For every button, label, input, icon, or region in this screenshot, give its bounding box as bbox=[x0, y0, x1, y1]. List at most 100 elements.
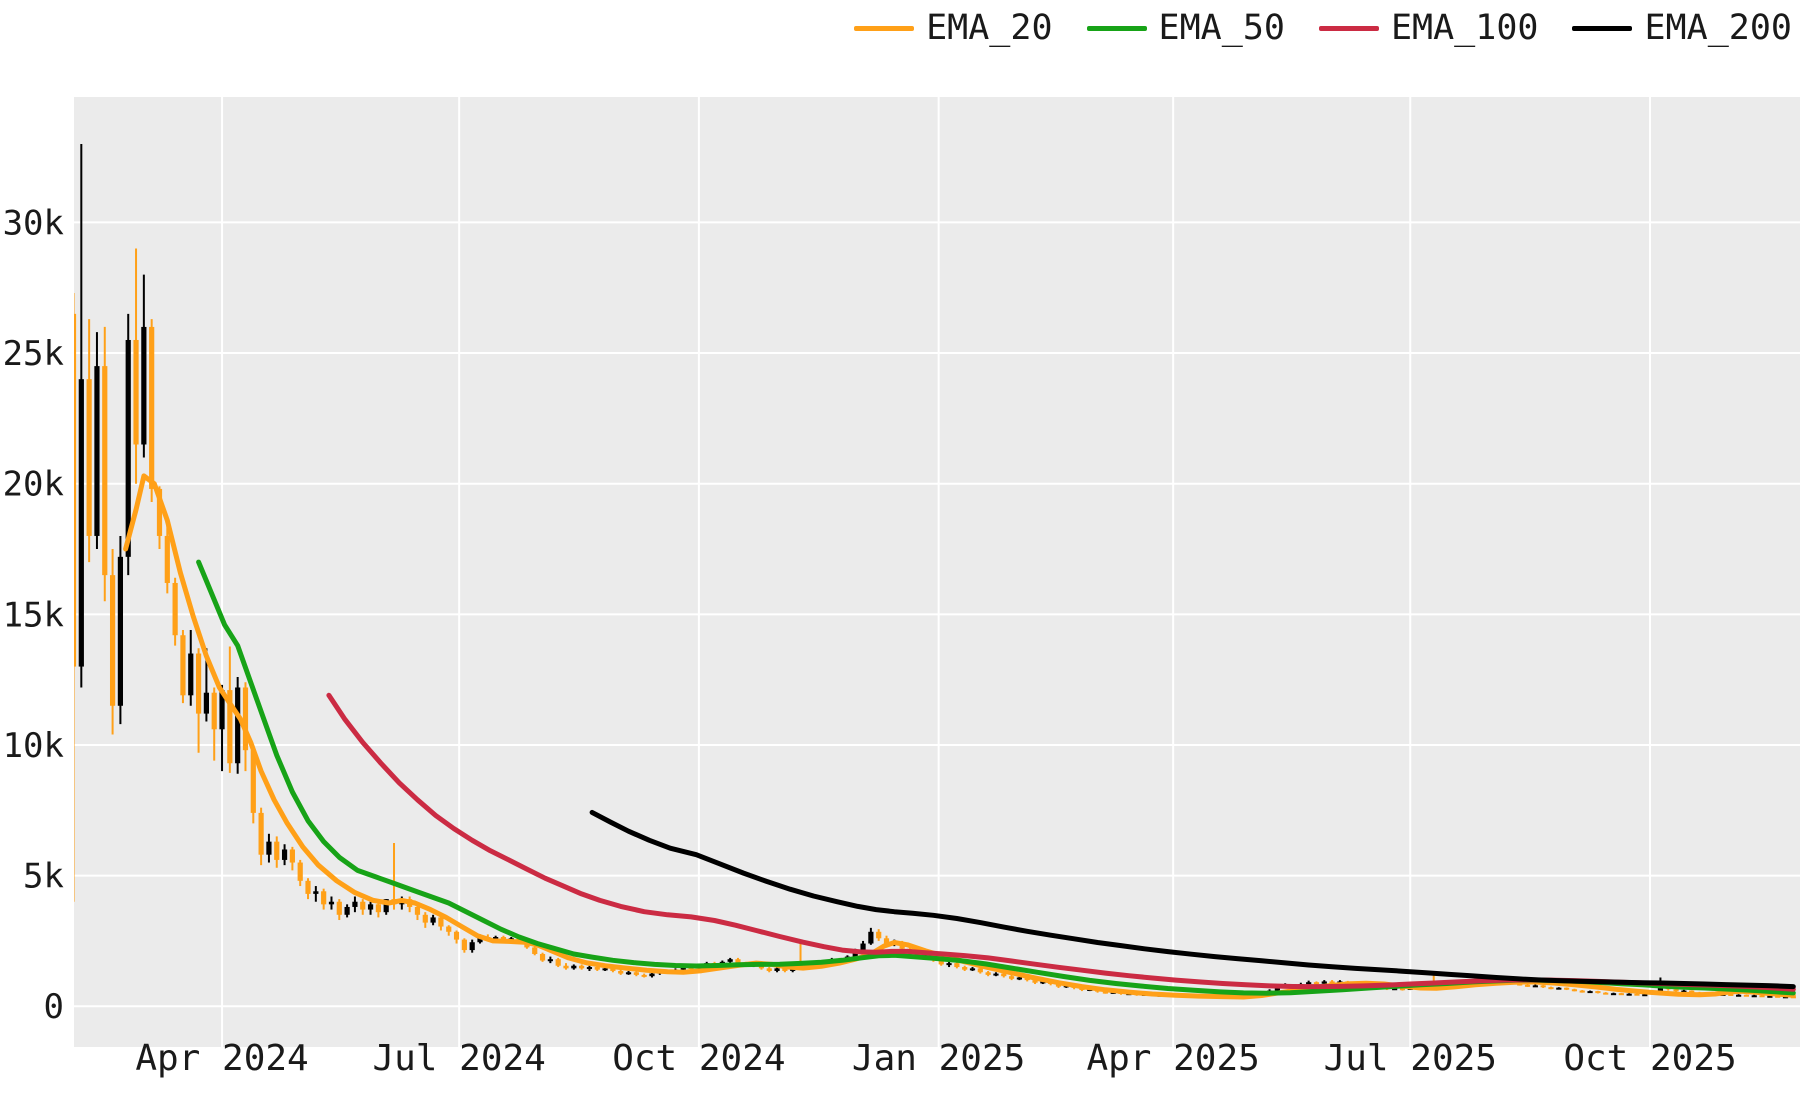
legend-line-swatch bbox=[1086, 25, 1147, 31]
legend-item-ema-200: EMA_200 bbox=[1572, 8, 1792, 48]
candle-body-down bbox=[438, 917, 444, 927]
y-axis-labels: 0 5k 10k 15k 20k 25k 30k bbox=[3, 203, 64, 1027]
candle-body-down bbox=[883, 938, 890, 944]
plot-background bbox=[74, 97, 1800, 1047]
candle-body-down bbox=[1564, 987, 1570, 990]
candle-body-down bbox=[461, 939, 467, 951]
candle-body-down bbox=[555, 959, 561, 966]
candle-body-down bbox=[250, 750, 256, 813]
candle-body-up bbox=[1782, 996, 1789, 999]
candle-body-down bbox=[149, 326, 155, 489]
candle-body-down bbox=[321, 891, 327, 905]
candle-body-up bbox=[352, 901, 358, 907]
candle-body-up bbox=[125, 339, 131, 557]
candle-body-down bbox=[172, 582, 178, 636]
candle-body-up bbox=[313, 891, 319, 894]
candle-body-down bbox=[86, 379, 92, 536]
candle-body-up bbox=[1532, 985, 1538, 988]
candle-body-up bbox=[1681, 990, 1687, 993]
candle-body-up bbox=[469, 942, 475, 951]
candle-body-down bbox=[156, 488, 163, 536]
candle-body-up bbox=[602, 968, 608, 971]
legend-item-ema-50: EMA_50 bbox=[1086, 8, 1285, 48]
candle-body-down bbox=[1055, 984, 1062, 987]
candle-body-down bbox=[195, 653, 202, 714]
candle-body-up bbox=[1736, 994, 1742, 997]
candle-body-down bbox=[1329, 981, 1335, 984]
candle-body-down bbox=[938, 960, 944, 965]
candle-body-down bbox=[414, 906, 421, 915]
candle-body-up bbox=[946, 963, 952, 966]
x-tick-label: Oct 2024 bbox=[612, 1038, 785, 1079]
legend-label: EMA_50 bbox=[1158, 8, 1285, 48]
candle-body-up bbox=[1040, 981, 1046, 984]
chart-legend: EMA_20 EMA_50 EMA_100 EMA_200 bbox=[854, 8, 1792, 48]
candle-body-up bbox=[344, 906, 350, 915]
candle-body-up bbox=[860, 943, 866, 952]
candle-body-up bbox=[1626, 993, 1632, 996]
candle-body-down bbox=[1399, 988, 1406, 991]
candle-body-down bbox=[1524, 984, 1531, 987]
candle-body-up bbox=[1587, 991, 1593, 994]
candle-body-up bbox=[547, 959, 553, 962]
candle-body-up bbox=[493, 937, 499, 940]
candle-body-up bbox=[430, 917, 436, 923]
candle-body-up bbox=[1751, 995, 1757, 998]
candle-body-down bbox=[1759, 995, 1765, 998]
candle-body-down bbox=[594, 967, 600, 970]
ema-lines-layer bbox=[123, 473, 1796, 1000]
candle-body-up bbox=[328, 901, 335, 905]
candle-body-up bbox=[1016, 977, 1023, 980]
candle-body-down bbox=[289, 849, 295, 863]
x-tick-label: Apr 2024 bbox=[135, 1038, 308, 1079]
candle-body-down bbox=[242, 687, 249, 751]
candle-body-down bbox=[360, 901, 366, 910]
legend-item-ema-20: EMA_20 bbox=[854, 8, 1053, 48]
candle-body-up bbox=[1767, 995, 1773, 998]
candle-body-up bbox=[1321, 981, 1327, 984]
candle-body-up bbox=[852, 951, 858, 957]
y-tick-label: 15k bbox=[3, 595, 64, 635]
candle-body-down bbox=[1032, 980, 1038, 983]
candle-body-down bbox=[985, 972, 991, 975]
candle-body-down bbox=[1102, 991, 1108, 994]
candle-body-up bbox=[1392, 988, 1398, 991]
candle-body-down bbox=[1689, 990, 1695, 993]
candle-body-down bbox=[446, 926, 452, 932]
legend-line-swatch bbox=[854, 25, 915, 31]
ema-200-line bbox=[589, 809, 1796, 990]
candle-body-down bbox=[563, 965, 569, 969]
candle-body-up bbox=[235, 687, 241, 764]
candle-body-down bbox=[1673, 989, 1679, 992]
candle-body-up bbox=[586, 967, 593, 970]
candle-body-up bbox=[774, 968, 780, 971]
x-tick-label: Jan 2025 bbox=[852, 1038, 1025, 1079]
legend-item-ema-100: EMA_100 bbox=[1318, 8, 1539, 48]
candle-body-down bbox=[1571, 989, 1578, 992]
candle-body-up bbox=[1657, 986, 1664, 992]
candle-body-down bbox=[1775, 995, 1781, 998]
y-tick-label: 25k bbox=[3, 334, 64, 374]
candle-body-up bbox=[1556, 987, 1562, 990]
candle-body-up bbox=[78, 379, 84, 667]
candle-body-up bbox=[680, 967, 686, 970]
candle-body-up bbox=[1642, 994, 1648, 997]
candle-body-up bbox=[625, 972, 632, 975]
candle-body-down bbox=[1313, 982, 1320, 985]
candle-body-down bbox=[227, 690, 233, 764]
candle-body-up bbox=[281, 849, 288, 860]
candle-body-down bbox=[1728, 993, 1734, 996]
candle-body-down bbox=[1603, 992, 1609, 995]
x-axis-labels: Apr 2024 Jul 2024 Oct 2024 Jan 2025 Apr 2025… bbox=[135, 1038, 1736, 1079]
candle-body-up bbox=[993, 973, 999, 976]
x-tick-label: Apr 2025 bbox=[1086, 1038, 1259, 1079]
candle-body-down bbox=[610, 968, 616, 971]
candle-body-down bbox=[579, 965, 585, 969]
candle-body-down bbox=[618, 970, 624, 974]
candle-body-up bbox=[117, 556, 124, 706]
candle-body-down bbox=[74, 313, 77, 667]
candle-body-down bbox=[133, 339, 139, 445]
candle-body-down bbox=[633, 972, 639, 975]
legend-label: EMA_100 bbox=[1390, 8, 1539, 48]
